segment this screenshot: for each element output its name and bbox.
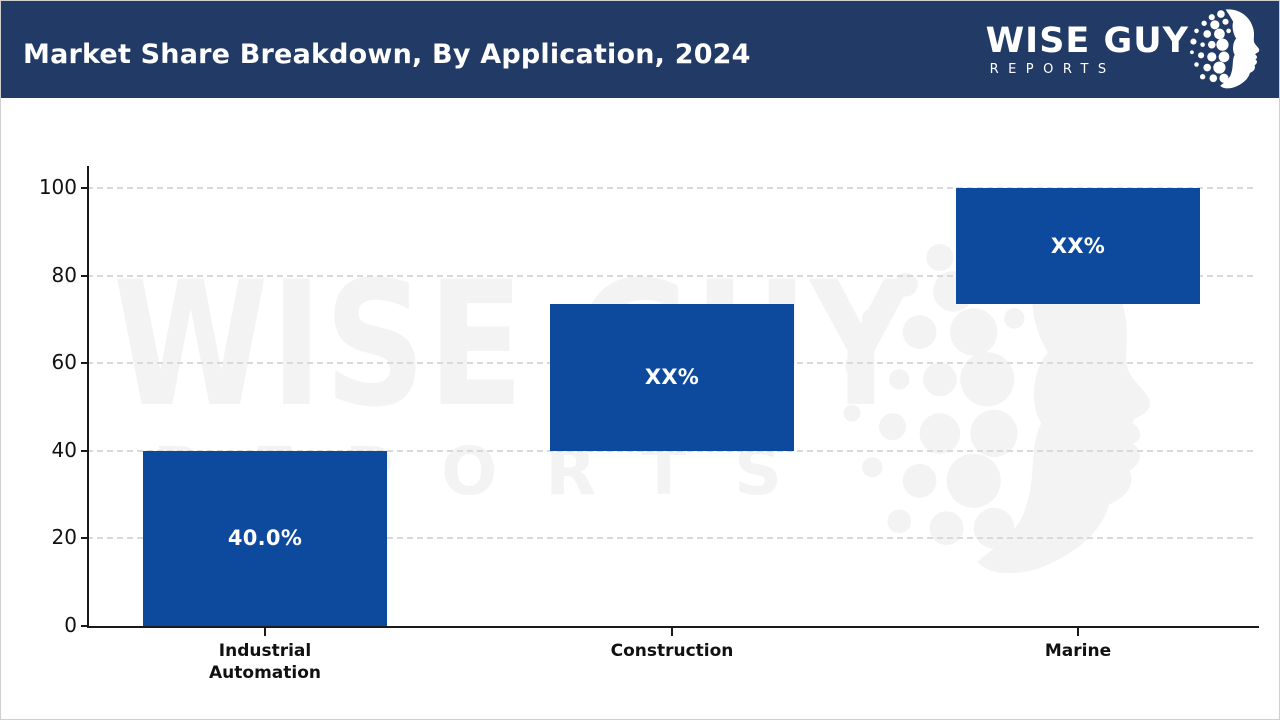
y-tick-mark: [81, 449, 89, 452]
bar-value-label: 40.0%: [227, 526, 303, 551]
y-axis-line: [87, 166, 89, 628]
bar-value-label: XX%: [644, 365, 700, 390]
x-tick-mark: [264, 628, 266, 636]
y-tick-label: 100: [38, 175, 77, 199]
y-tick-mark: [81, 625, 89, 627]
brand-logo: WISE GUY REPORTS: [986, 8, 1263, 92]
y-tick-mark: [81, 274, 89, 277]
gridline: [87, 537, 1253, 540]
y-tick-label: 20: [51, 525, 77, 550]
logo-subtitle: REPORTS: [989, 61, 1116, 77]
y-tick-mark: [81, 362, 89, 365]
page-title: Market Share Breakdown, By Application, …: [23, 39, 751, 70]
y-tick-label: 40: [51, 437, 77, 462]
x-axis-label: Industrial Automation: [209, 641, 321, 684]
logo-face-icon: [1190, 8, 1260, 88]
brand-logo-text: WISE GUY REPORTS: [985, 20, 1189, 77]
x-tick-mark: [671, 628, 673, 636]
x-tick-mark: [1077, 628, 1079, 636]
gridline: [87, 187, 1253, 189]
x-axis-label: Construction: [610, 641, 734, 661]
gridline: [87, 274, 1253, 277]
y-tick-mark: [81, 187, 89, 189]
bar: 40.0%: [143, 450, 387, 626]
y-tick-label: 60: [51, 350, 77, 375]
bar: XX%: [550, 304, 794, 451]
y-tick-label: 0: [64, 613, 77, 637]
x-axis-line: [87, 626, 1259, 628]
logo-wordmark: WISE GUY: [985, 20, 1189, 61]
y-tick-label: 80: [51, 262, 77, 287]
x-axis-label: Marine: [1044, 641, 1112, 661]
bar-value-label: XX%: [1050, 234, 1106, 259]
header-bar: Market Share Breakdown, By Application, …: [1, 1, 1279, 98]
y-tick-mark: [81, 537, 89, 540]
gridline: [87, 449, 1253, 452]
bar: XX%: [956, 188, 1200, 305]
